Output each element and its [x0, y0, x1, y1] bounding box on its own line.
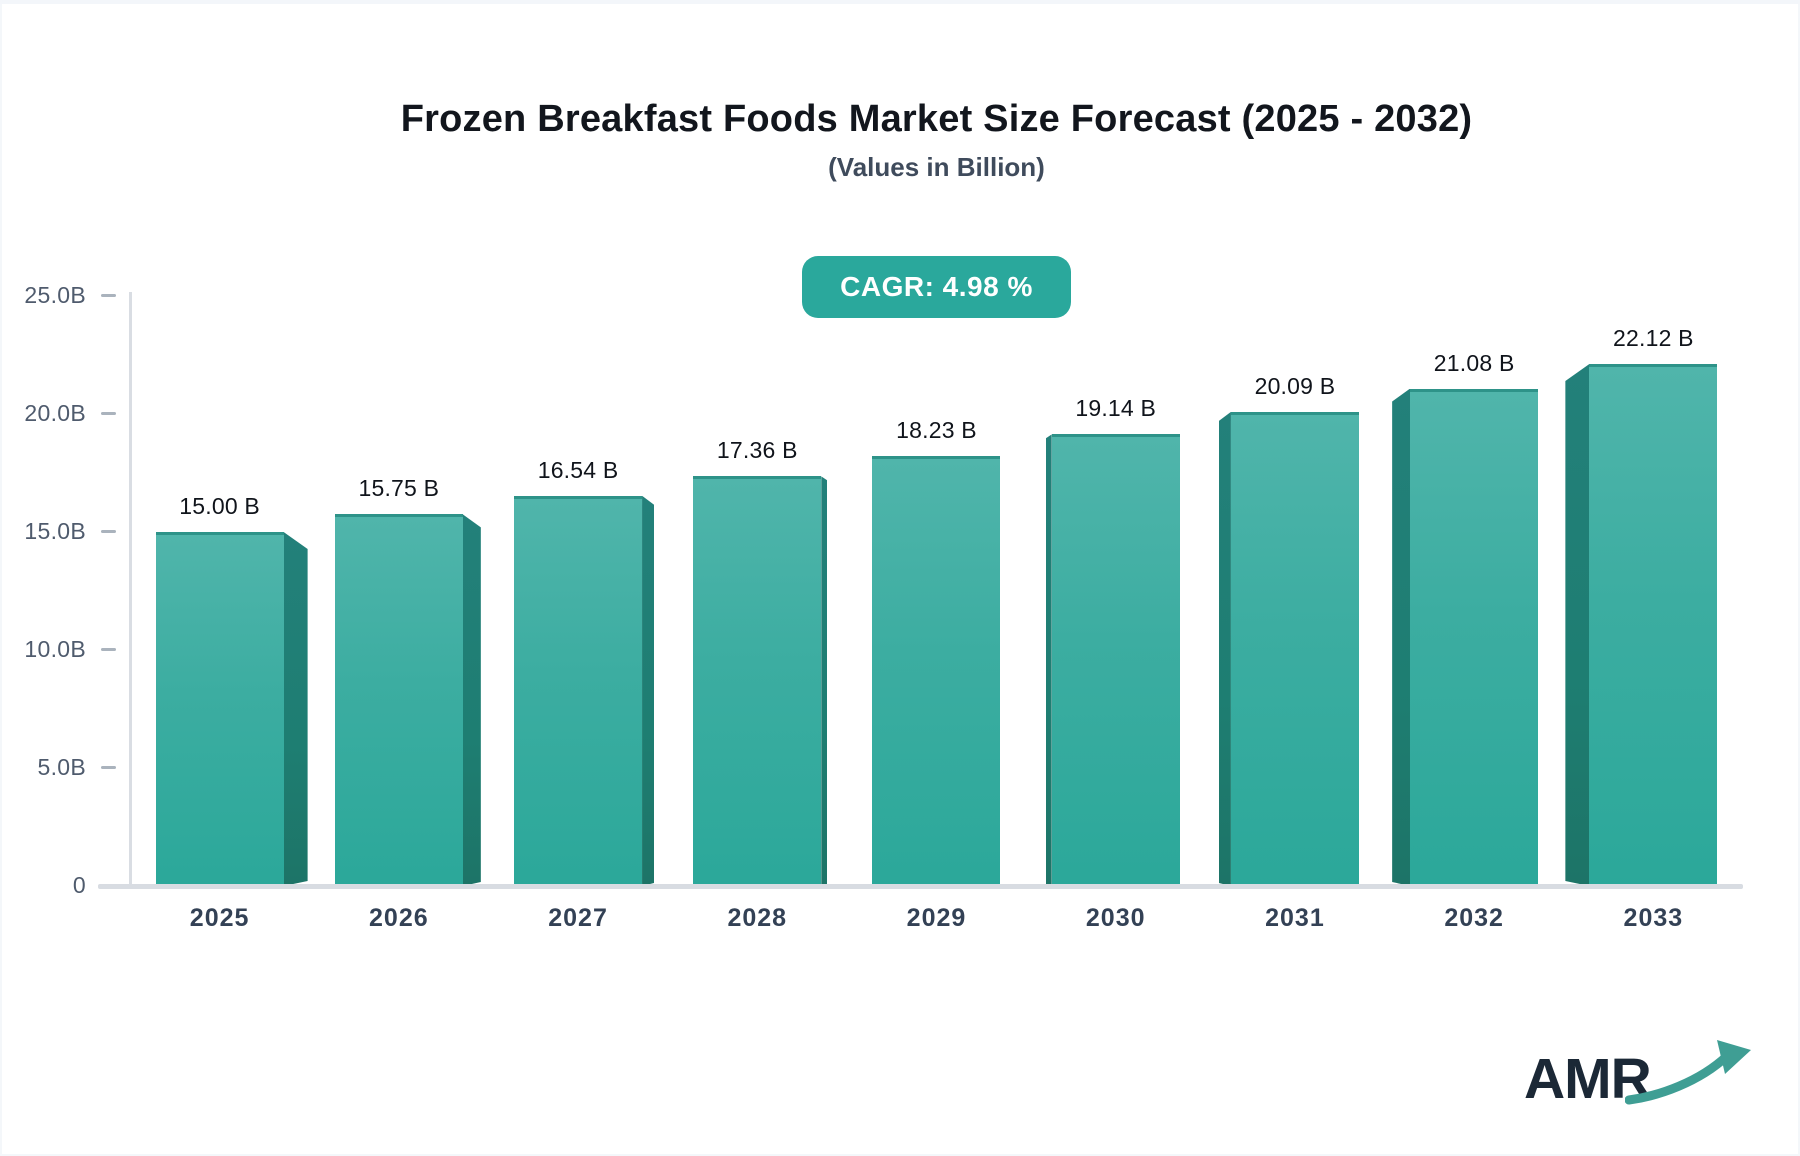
bar-side-panel	[821, 476, 827, 886]
x-axis-labels: 2025 2026 2027 2028 2029 2030 2031 2032 2033	[130, 904, 1743, 933]
x-axis-label-2026: 2026	[369, 904, 429, 932]
chart-subtitle: (Values in Billion)	[828, 152, 1045, 182]
x-axis-label-2033: 2033	[1623, 904, 1684, 932]
bar-group-2033: 22.12 B	[1564, 296, 1743, 886]
bar-side-panel	[284, 532, 308, 886]
x-axis-label-2028: 2028	[727, 904, 788, 932]
bar-2032[interactable]	[1410, 388, 1539, 886]
bar-side-panel	[1565, 364, 1589, 886]
bar-group-2028: 17.36 B	[668, 296, 847, 886]
y-axis-line	[129, 292, 132, 886]
bar-group-2026: 15.75 B	[309, 296, 488, 886]
bar-group-2025: 15.00 B	[130, 296, 309, 886]
bar-2025[interactable]	[155, 532, 284, 886]
plot-area: 15.00 B 15.75 B 16.54 B 17.36 B 18.23 B 19.14…	[130, 296, 1743, 886]
bar-2028[interactable]	[693, 476, 822, 886]
chart-title: Frozen Breakfast Foods Market Size Forec…	[400, 98, 1473, 140]
x-axis-label-2029: 2029	[906, 904, 967, 932]
bar-2026[interactable]	[334, 514, 463, 886]
y-tick-mark	[101, 530, 116, 533]
y-tick-label: 5.0B	[37, 754, 86, 780]
bar-value-label: 17.36 B	[716, 437, 798, 464]
y-tick-mark	[101, 766, 116, 769]
bar-2031[interactable]	[1230, 411, 1359, 886]
bar-side-panel	[642, 496, 654, 886]
y-tick-label: 15.0B	[24, 518, 86, 544]
bar-group-2031: 20.09 B	[1205, 296, 1384, 886]
bar-side-panel	[1392, 389, 1410, 887]
bar-value-label: 15.00 B	[179, 493, 260, 519]
y-tick-label: 10.0B	[24, 636, 86, 662]
bar-2030[interactable]	[1051, 434, 1180, 886]
y-tick-mark	[101, 648, 116, 651]
y-tick-label: 25.0B	[24, 282, 86, 308]
bar-value-label: 19.14 B	[1075, 395, 1157, 422]
growth-arrow-icon	[1624, 1040, 1751, 1105]
bar-value-label: 15.75 B	[358, 475, 440, 502]
page-top-strip	[0, 0, 1800, 4]
bar-value-label: 16.54 B	[537, 456, 619, 483]
bar-value-label: 22.12 B	[1613, 324, 1694, 351]
bar-2029[interactable]	[872, 455, 1001, 886]
cagr-badge-wrap: CAGR: 4.98 %	[130, 256, 1743, 318]
bar-value-label: 21.08 B	[1433, 349, 1515, 376]
bar-side-panel	[1219, 412, 1231, 886]
y-tick-mark	[101, 412, 116, 415]
x-axis-label-2032: 2032	[1444, 904, 1504, 932]
bar-group-2032: 21.08 B	[1385, 296, 1564, 886]
x-axis-label-2030: 2030	[1085, 904, 1146, 932]
y-tick-label: 0	[72, 872, 86, 898]
y-tick-mark	[101, 294, 116, 297]
bar-group-2029: 18.23 B	[847, 296, 1026, 886]
x-axis-label-2027: 2027	[548, 904, 608, 932]
bar-group-2027: 16.54 B	[488, 296, 667, 886]
bar-side-panel	[463, 514, 481, 886]
cagr-badge: CAGR: 4.98 %	[802, 256, 1071, 318]
x-axis-label-2031: 2031	[1265, 904, 1325, 932]
bar-value-label: 20.09 B	[1254, 372, 1336, 399]
bar-group-2030: 19.14 B	[1026, 296, 1205, 886]
bar-2027[interactable]	[514, 495, 643, 886]
bar-value-label: 18.23 B	[896, 416, 977, 443]
bar-side-panel	[1046, 434, 1052, 886]
bar-2033[interactable]	[1589, 364, 1718, 886]
x-axis-line	[98, 884, 1743, 889]
x-axis-label-2025: 2025	[189, 904, 250, 932]
y-tick-label: 20.0B	[24, 400, 86, 426]
amr-logo[interactable]: AMR	[1524, 1038, 1753, 1108]
